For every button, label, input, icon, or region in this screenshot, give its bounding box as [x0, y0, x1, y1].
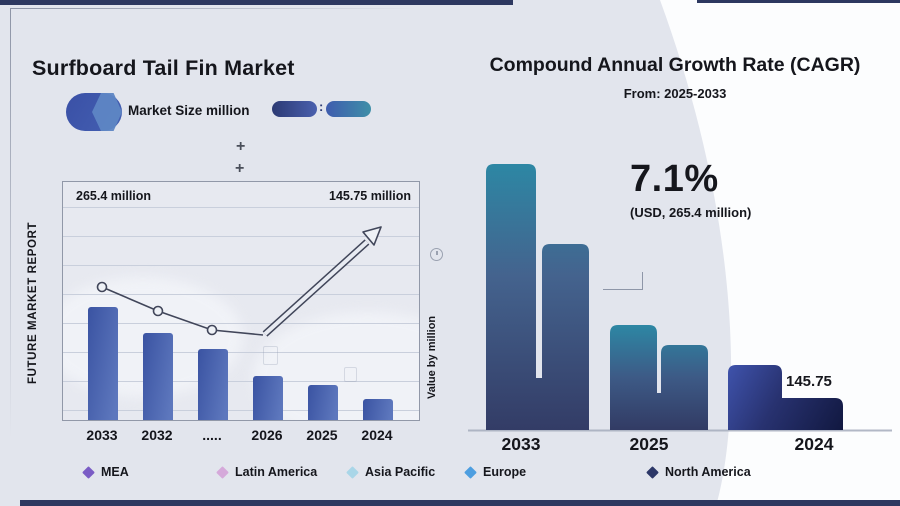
bar-value-callout-2024: 145.75: [786, 373, 832, 390]
gradient-pill-dark: [272, 101, 317, 117]
gridlines: [63, 207, 419, 413]
diamond-marker-icon: [646, 465, 659, 479]
pill-ratio-separator: :: [319, 99, 324, 114]
value-axis-label: Value by million: [426, 315, 438, 399]
trend-line-with-arrow: [96, 226, 382, 337]
x-tick-2024: 2024: [361, 427, 393, 443]
bar-group-2024: [728, 365, 843, 430]
gradient-pill-teal: [326, 101, 371, 117]
diamond-marker-icon: [346, 465, 359, 479]
left-chart-x-axis: 2033 2032 ..... 2026 2025 2024: [62, 427, 420, 447]
legend-label: Asia Pacific: [365, 465, 436, 479]
legend-label: Europe: [483, 465, 527, 479]
cagr-title: Compound Annual Growth Rate (CAGR): [489, 54, 861, 76]
bar-2024: [363, 399, 393, 420]
cagr-usd-note: (USD, 265.4 million): [630, 205, 752, 220]
market-size-chart: 265.4 million 145.75 million: [62, 181, 420, 421]
bar-group-2033: [486, 164, 589, 430]
corner-line-decoration: [603, 272, 643, 290]
bottom-edge-strip: [20, 500, 900, 506]
bar-ellipsis: [198, 349, 228, 420]
x-tick-right-2025: 2025: [629, 434, 669, 454]
cagr-subtitle: From: 2025-2033: [623, 86, 727, 101]
legend-item-north-america: North America: [646, 465, 751, 479]
plus-decoration-icon: +: [235, 160, 245, 177]
bar-2026: [253, 376, 283, 420]
x-tick-2026: 2026: [251, 427, 283, 443]
cagr-header: Compound Annual Growth Rate (CAGR) From:…: [455, 54, 895, 101]
x-tick-2025: 2025: [306, 427, 338, 443]
legend-label: North America: [665, 465, 751, 479]
bar-2033: [88, 307, 118, 420]
bar-group-2025: [610, 325, 708, 430]
annotation-max-value: 265.4 million: [76, 189, 152, 203]
frame-line-vertical: [10, 8, 11, 438]
top-edge-strip-right: [697, 0, 900, 3]
clock-icon: [430, 248, 443, 261]
x-tick-right-2024: 2024: [794, 434, 834, 454]
cagr-bar-chart: [468, 164, 892, 432]
watermark-document-icon: [344, 367, 357, 382]
legend-item-europe: Europe: [464, 465, 527, 479]
cagr-stat: 7.1% (USD, 265.4 million): [630, 158, 830, 220]
frame-line-horizontal: [10, 8, 416, 9]
diamond-marker-icon: [82, 465, 95, 479]
bar-2025: [308, 385, 338, 420]
watermark-document-icon: [263, 346, 278, 365]
legend-item-asia-pacific: Asia Pacific: [346, 465, 436, 479]
legend-label: MEA: [101, 465, 129, 479]
x-tick-right-2033: 2033: [501, 434, 541, 454]
side-label-future-market-report: FUTURE MARKET REPORT: [27, 221, 39, 385]
x-tick-2032: 2032: [141, 427, 173, 443]
x-tick-ellipsis: .....: [202, 427, 222, 443]
legend-item-mea: MEA: [82, 465, 129, 479]
diamond-marker-icon: [464, 465, 477, 479]
cagr-value: 7.1%: [630, 158, 719, 200]
plus-decoration-icon: +: [236, 138, 246, 155]
left-chart-title: Surfboard Tail Fin Market: [32, 56, 295, 80]
bar-2032: [143, 333, 173, 420]
market-size-label: Market Size million: [128, 103, 250, 118]
annotation-end-value: 145.75 million: [329, 189, 411, 203]
x-tick-2033: 2033: [86, 427, 118, 443]
top-edge-strip-left: [0, 0, 513, 5]
legend-item-latin-america: Latin America: [216, 465, 318, 479]
legend-label: Latin America: [235, 465, 318, 479]
region-legend: MEA Latin America Asia Pacific Europe No…: [0, 465, 900, 485]
diamond-marker-icon: [216, 465, 229, 479]
cylinder-icon: [66, 93, 122, 131]
